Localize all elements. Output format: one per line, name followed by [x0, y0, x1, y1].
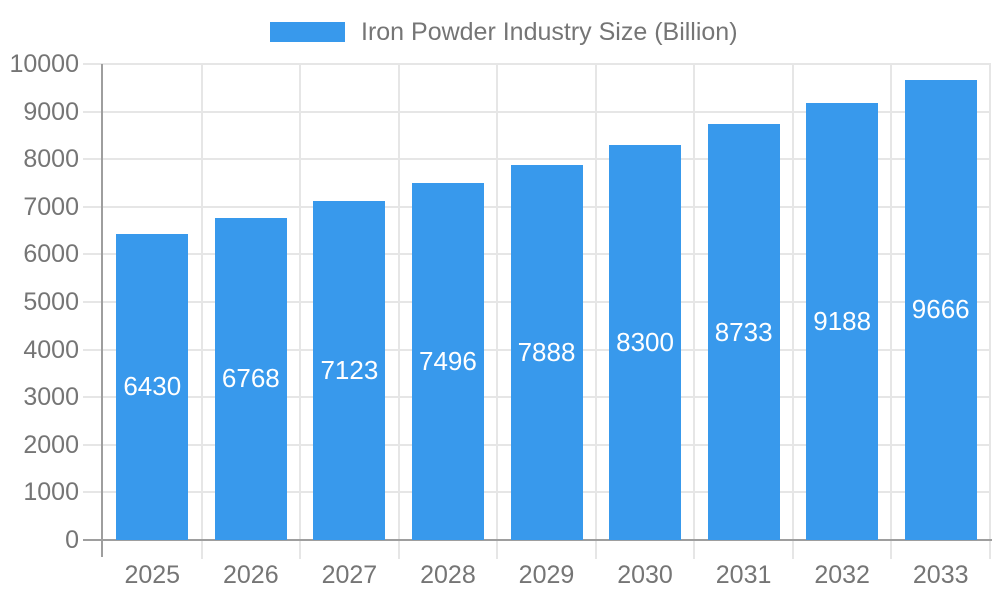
bar-value-label: 6768 — [221, 363, 280, 394]
x-axis-label: 2028 — [420, 561, 476, 589]
bar-value-label: 7496 — [419, 346, 477, 377]
x-axis-line — [83, 539, 992, 541]
y-axis-label: 8000 — [23, 145, 79, 174]
bar[interactable]: 6430 — [116, 233, 189, 540]
v-gridline — [200, 64, 203, 559]
x-axis-label: 2029 — [518, 561, 575, 589]
bar[interactable]: 9666 — [904, 79, 977, 540]
y-axis-label: 3000 — [23, 383, 79, 412]
v-gridline — [397, 64, 400, 559]
y-axis-label: 2000 — [23, 430, 79, 459]
v-gridline — [791, 64, 794, 559]
bar[interactable]: 9188 — [806, 102, 879, 540]
x-axis-label: 2025 — [124, 561, 181, 589]
v-gridline — [890, 64, 893, 559]
x-axis-label: 2030 — [617, 561, 673, 589]
v-gridline — [989, 64, 991, 559]
y-axis-label: 9000 — [23, 97, 79, 126]
legend: Iron Powder Industry Size (Billion) — [270, 18, 738, 46]
v-gridline — [496, 64, 499, 559]
y-axis-line — [101, 64, 103, 557]
y-axis-label: 7000 — [23, 192, 79, 221]
legend-label: Iron Powder Industry Size (Billion) — [361, 17, 738, 46]
v-gridline — [693, 64, 696, 559]
bar-value-label: 9666 — [911, 294, 970, 325]
bar[interactable]: 8733 — [707, 124, 780, 540]
x-axis-label: 2032 — [814, 561, 870, 589]
y-axis-label: 10000 — [9, 50, 79, 78]
y-axis-label: 1000 — [23, 478, 79, 507]
bar-value-label: 7888 — [517, 336, 576, 367]
h-gridline — [83, 63, 991, 65]
bar[interactable]: 8300 — [609, 144, 682, 540]
h-gridline — [83, 110, 991, 113]
bar-value-label: 8733 — [714, 316, 773, 347]
x-axis-label: 2033 — [912, 561, 969, 589]
x-axis-label: 2026 — [223, 561, 279, 589]
bar[interactable]: 6768 — [214, 217, 287, 540]
bar[interactable]: 7496 — [411, 183, 484, 540]
bar[interactable]: 7888 — [510, 164, 583, 540]
h-gridline — [83, 158, 991, 161]
y-axis-label: 0 — [65, 526, 79, 554]
y-axis-label: 5000 — [23, 288, 79, 316]
x-axis-label: 2027 — [321, 561, 378, 589]
legend-swatch — [270, 22, 345, 42]
x-axis-label: 2031 — [715, 561, 772, 589]
y-axis-label: 6000 — [23, 240, 79, 269]
bar-value-label: 9188 — [813, 305, 872, 336]
y-axis-label: 4000 — [23, 335, 79, 364]
bar-value-label: 6430 — [123, 371, 182, 402]
bar[interactable]: 7123 — [313, 200, 386, 540]
v-gridline — [594, 64, 597, 559]
bar-value-label: 7123 — [320, 354, 379, 385]
v-gridline — [299, 64, 302, 559]
bar-value-label: 8300 — [616, 326, 674, 357]
